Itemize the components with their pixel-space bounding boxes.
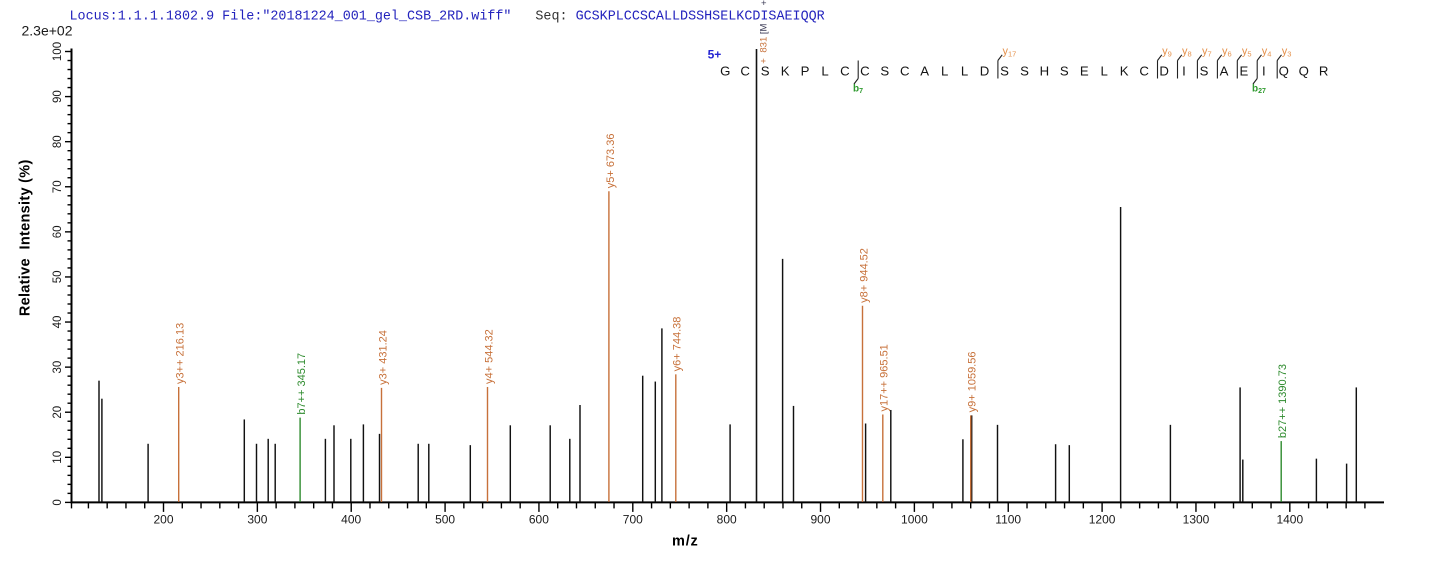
svg-text:1100: 1100 — [995, 513, 1021, 527]
svg-text:700: 700 — [623, 513, 643, 527]
svg-text:D: D — [980, 64, 990, 79]
svg-text:600: 600 — [529, 513, 549, 527]
svg-text:900: 900 — [810, 513, 830, 527]
svg-text:L: L — [941, 64, 948, 79]
svg-text:50: 50 — [52, 271, 64, 284]
svg-text:C: C — [860, 64, 870, 79]
svg-text:y4+ 544.32: y4+ 544.32 — [483, 329, 495, 384]
svg-text:1300: 1300 — [1183, 513, 1210, 527]
svg-text:L: L — [961, 64, 968, 79]
svg-text:y6: y6 — [1222, 46, 1232, 59]
svg-text:C: C — [840, 64, 850, 79]
svg-text:y17: y17 — [1003, 46, 1017, 59]
svg-text:D: D — [1159, 64, 1169, 79]
svg-text:Q: Q — [1299, 64, 1309, 79]
svg-text:I: I — [1182, 64, 1186, 79]
svg-text:b27: b27 — [1252, 84, 1266, 96]
svg-text:y7: y7 — [1202, 46, 1212, 59]
svg-text:500: 500 — [435, 513, 455, 527]
svg-text:70: 70 — [52, 180, 64, 193]
svg-text:20: 20 — [52, 406, 64, 419]
svg-text:C: C — [740, 64, 750, 79]
svg-text:1000: 1000 — [901, 513, 928, 527]
svg-text:+: + — [761, 0, 767, 9]
svg-text:y4: y4 — [1262, 46, 1272, 59]
svg-text:y9+ 1059.56: y9+ 1059.56 — [967, 352, 979, 413]
svg-text:400: 400 — [341, 513, 361, 527]
svg-text:H: H — [1040, 64, 1050, 79]
svg-text:A: A — [1220, 64, 1229, 79]
svg-text:Relative Intensity (%): Relative Intensity (%) — [17, 159, 33, 316]
svg-text:30: 30 — [52, 361, 64, 374]
svg-text:Seq: GCSKPLCCSCALLDSSHSELKCDIS: Seq: GCSKPLCCSCALLDSSHSELKCDISAEIQQR — [535, 10, 824, 25]
svg-text:y3: y3 — [1282, 46, 1292, 59]
svg-text:2.3e+02: 2.3e+02 — [22, 23, 73, 39]
svg-text:800: 800 — [717, 513, 737, 527]
svg-text:S: S — [880, 64, 889, 79]
svg-text:Q: Q — [1279, 64, 1289, 79]
svg-text:100: 100 — [52, 42, 64, 61]
svg-text:y5: y5 — [1242, 46, 1252, 59]
svg-text:+: + — [759, 58, 770, 64]
svg-text:S: S — [761, 64, 770, 79]
svg-text:0: 0 — [52, 499, 64, 505]
svg-text:C: C — [900, 64, 910, 79]
svg-text:K: K — [781, 64, 790, 79]
svg-text:S: S — [1200, 64, 1209, 79]
svg-text:G: G — [720, 64, 730, 79]
svg-text:b7++ 345.17: b7++ 345.17 — [296, 353, 308, 415]
svg-text:S: S — [1000, 64, 1009, 79]
svg-text:10: 10 — [52, 451, 64, 464]
svg-text:R: R — [1319, 64, 1329, 79]
svg-text:A: A — [920, 64, 929, 79]
svg-text:I: I — [1262, 64, 1266, 79]
svg-text:S: S — [1060, 64, 1069, 79]
svg-text:P: P — [801, 64, 810, 79]
svg-text:L: L — [821, 64, 828, 79]
svg-text:E: E — [1240, 64, 1249, 79]
svg-text:40: 40 — [52, 316, 64, 329]
svg-text:Locus:1.1.1.1802.9 File:"20181: Locus:1.1.1.1802.9 File:"20181224_001_ge… — [70, 10, 512, 25]
svg-text:S: S — [1020, 64, 1029, 79]
svg-text:y8: y8 — [1182, 46, 1192, 59]
svg-text:C: C — [1139, 64, 1149, 79]
svg-text:b27++ 1390.73: b27++ 1390.73 — [1277, 364, 1289, 438]
svg-text:60: 60 — [52, 226, 64, 239]
svg-text:K: K — [1120, 64, 1129, 79]
svg-text:E: E — [1080, 64, 1089, 79]
svg-text:y8+ 944.52: y8+ 944.52 — [858, 248, 870, 303]
svg-text:y9: y9 — [1162, 46, 1172, 59]
svg-text:300: 300 — [247, 513, 267, 527]
svg-text:m/z: m/z — [672, 534, 699, 550]
svg-text:y6+ 744.38: y6+ 744.38 — [672, 317, 684, 372]
svg-text:1400: 1400 — [1276, 513, 1303, 527]
svg-text:1200: 1200 — [1089, 513, 1116, 527]
svg-text:b7: b7 — [853, 84, 863, 96]
svg-text:y3++ 216.13: y3++ 216.13 — [175, 323, 187, 384]
svg-text:200: 200 — [153, 513, 173, 527]
svg-text:y17++ 965.51: y17++ 965.51 — [879, 344, 891, 411]
svg-text:y5+ 673.36: y5+ 673.36 — [605, 134, 617, 189]
svg-text:y3+ 431.24: y3+ 431.24 — [377, 330, 389, 385]
svg-text:L: L — [1101, 64, 1108, 79]
svg-text:5+: 5+ — [708, 47, 722, 61]
svg-text:90: 90 — [52, 90, 64, 103]
svg-text:831 [M: 831 [M — [759, 23, 770, 52]
svg-text:80: 80 — [52, 135, 64, 148]
